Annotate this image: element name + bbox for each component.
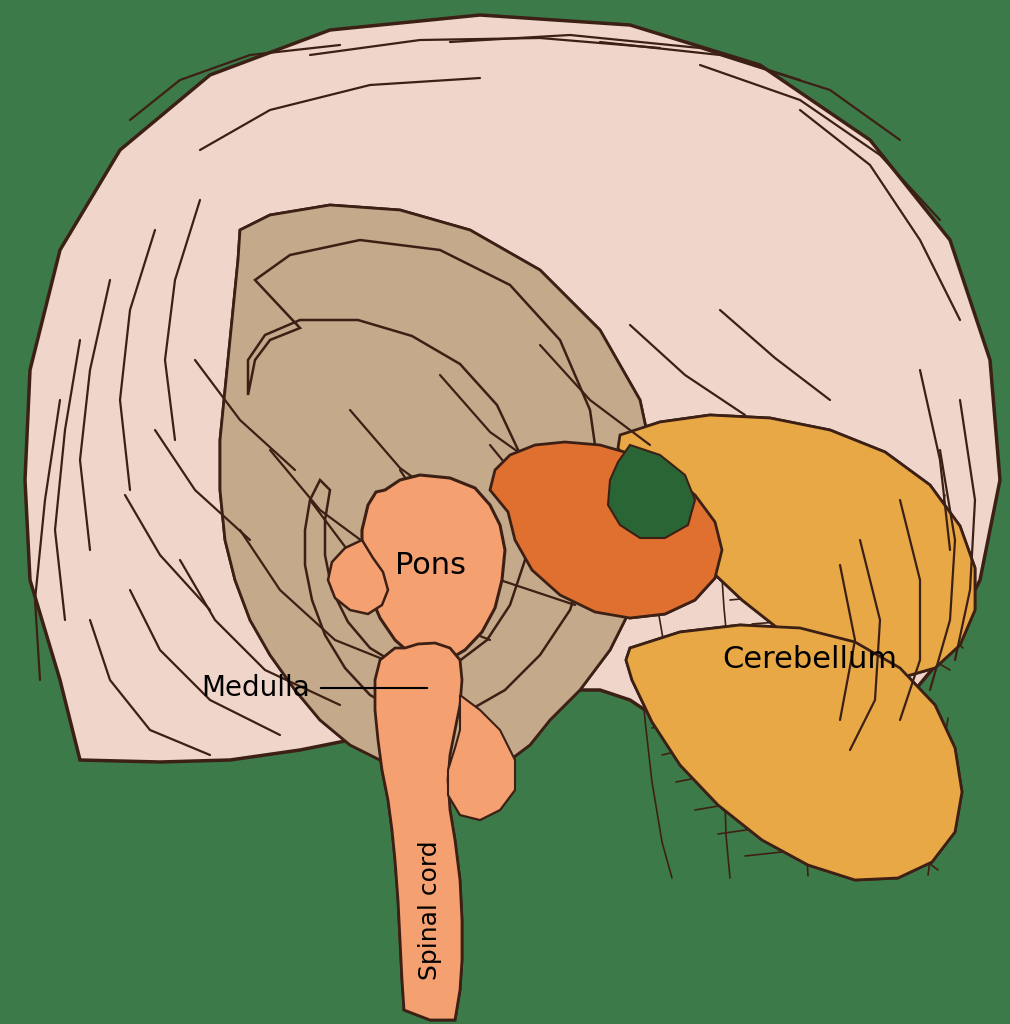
Polygon shape: [448, 695, 515, 820]
Polygon shape: [375, 643, 462, 1020]
Text: Pons: Pons: [395, 551, 466, 580]
Polygon shape: [362, 475, 505, 662]
Polygon shape: [618, 415, 975, 678]
Polygon shape: [618, 415, 975, 678]
Polygon shape: [490, 442, 722, 618]
Polygon shape: [626, 625, 962, 880]
Polygon shape: [626, 625, 962, 880]
Polygon shape: [248, 240, 600, 718]
Polygon shape: [362, 475, 505, 662]
Polygon shape: [375, 643, 462, 1020]
Ellipse shape: [458, 442, 522, 482]
Polygon shape: [608, 445, 695, 538]
Polygon shape: [608, 445, 695, 538]
Polygon shape: [328, 540, 388, 614]
Polygon shape: [490, 442, 722, 618]
Polygon shape: [220, 205, 655, 775]
Polygon shape: [220, 205, 655, 775]
Text: Medulla: Medulla: [201, 674, 310, 702]
Polygon shape: [248, 240, 600, 718]
Polygon shape: [328, 540, 388, 614]
Text: Cerebellum: Cerebellum: [722, 645, 898, 675]
Polygon shape: [25, 15, 1000, 770]
Text: Spinal cord: Spinal cord: [418, 840, 442, 980]
Polygon shape: [448, 695, 515, 820]
Polygon shape: [445, 440, 520, 480]
